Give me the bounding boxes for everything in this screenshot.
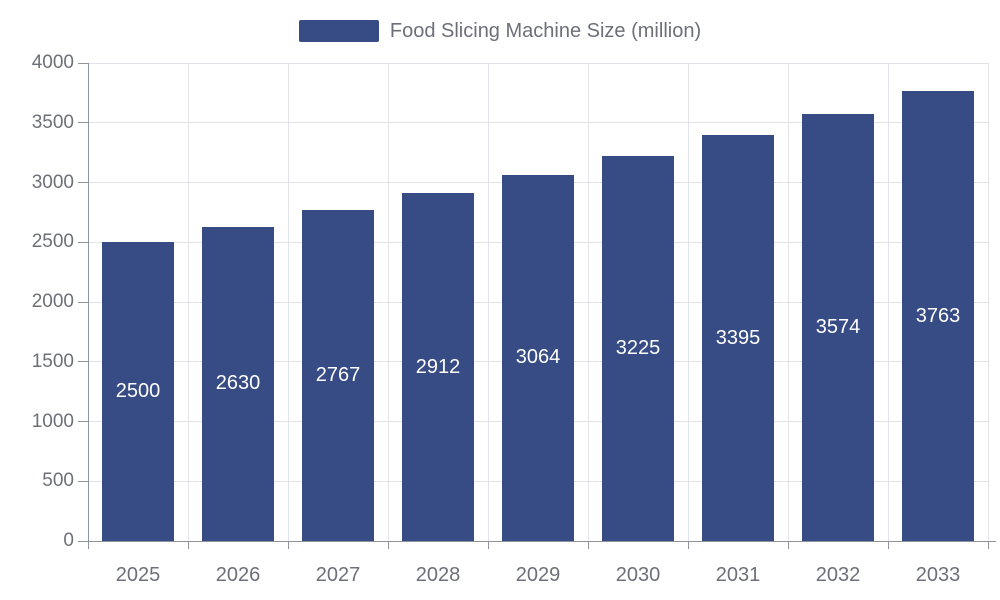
y-axis-tick <box>78 540 88 542</box>
x-axis-tick <box>987 541 989 549</box>
bar-2026[interactable]: 2630 <box>202 226 274 541</box>
y-axis-label: 2000 <box>31 291 74 312</box>
bar-value-label: 3225 <box>615 336 661 359</box>
y-axis-tick <box>78 480 88 482</box>
gridline-vertical <box>287 63 289 541</box>
x-axis-tick <box>287 541 289 549</box>
bar-2030[interactable]: 3225 <box>602 155 674 541</box>
y-axis-tick <box>78 122 88 124</box>
bar-value-label: 2500 <box>115 380 161 403</box>
y-axis-tick <box>78 62 88 64</box>
bar-2029[interactable]: 3064 <box>502 174 574 541</box>
legend-item[interactable]: Food Slicing Machine Size (million) <box>0 18 1000 44</box>
bar-2028[interactable]: 2912 <box>402 193 474 541</box>
gridline-vertical <box>687 63 689 541</box>
x-axis-label: 2027 <box>315 564 361 586</box>
bar-2025[interactable]: 2500 <box>102 242 174 541</box>
y-axis-tick <box>78 182 88 183</box>
gridline-vertical <box>887 63 889 541</box>
bar-value-label: 2630 <box>215 372 261 395</box>
legend-label: Food Slicing Machine Size (million) <box>389 20 702 42</box>
y-axis-label: 3500 <box>31 111 74 133</box>
x-axis-label: 2032 <box>815 564 861 586</box>
bar-2031[interactable]: 3395 <box>702 135 774 541</box>
bar-value-label: 2912 <box>415 355 461 378</box>
y-axis-label: 3000 <box>31 171 74 193</box>
x-axis-tick <box>387 541 389 549</box>
x-axis-tick <box>487 541 489 549</box>
bar-value-label: 2767 <box>315 364 361 387</box>
x-axis-label: 2031 <box>715 564 761 586</box>
x-axis-label: 2030 <box>615 564 661 586</box>
y-axis-label: 4000 <box>31 52 74 73</box>
x-axis-label: 2029 <box>515 564 561 586</box>
x-axis-label: 2025 <box>115 564 161 586</box>
bar-value-label: 3763 <box>915 304 961 327</box>
x-axis-line <box>78 540 996 542</box>
gridline-vertical <box>987 63 989 541</box>
gridline-vertical <box>187 63 189 541</box>
x-axis-label: 2028 <box>415 564 461 586</box>
y-axis-tick <box>78 421 88 422</box>
gridline-horizontal <box>88 62 988 64</box>
bar-2032[interactable]: 3574 <box>802 113 874 541</box>
gridline-horizontal <box>88 122 988 124</box>
legend-swatch <box>298 20 379 42</box>
y-axis-line <box>87 63 89 549</box>
bar-value-label: 3064 <box>515 346 561 369</box>
bar-2033[interactable]: 3763 <box>902 91 974 541</box>
x-axis-tick <box>187 541 189 549</box>
gridline-vertical <box>787 63 789 541</box>
gridline-vertical <box>487 63 489 541</box>
bar-2027[interactable]: 2767 <box>302 210 374 541</box>
gridline-vertical <box>587 63 589 541</box>
x-axis-tick <box>787 541 789 549</box>
y-axis-tick <box>78 361 88 363</box>
x-axis-tick <box>887 541 889 549</box>
y-axis-tick <box>78 241 88 243</box>
y-axis-label: 2500 <box>31 231 74 253</box>
bar-value-label: 3574 <box>815 315 861 338</box>
y-axis-label: 0 <box>63 530 74 551</box>
x-axis-tick <box>87 541 89 549</box>
x-axis-tick <box>587 541 589 549</box>
bar-value-label: 3395 <box>715 326 761 349</box>
gridline-vertical <box>387 63 389 541</box>
y-axis-label: 1000 <box>31 410 74 432</box>
y-axis-tick <box>78 301 88 303</box>
y-axis-label: 500 <box>42 470 74 492</box>
y-axis-label: 1500 <box>31 350 74 372</box>
x-axis-label: 2026 <box>215 564 261 586</box>
x-axis-tick <box>687 541 689 549</box>
x-axis-label: 2033 <box>915 564 961 586</box>
